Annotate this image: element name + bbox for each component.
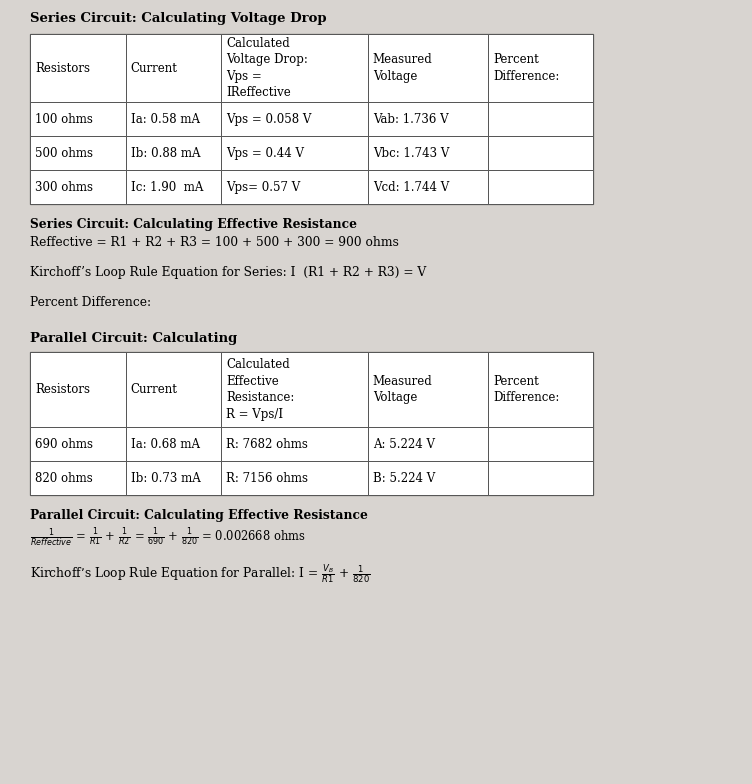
- Text: Percent
Difference:: Percent Difference:: [493, 375, 559, 405]
- Bar: [126, 34, 221, 102]
- Text: Kirchoff’s Loop Rule Equation for Parallel: I = $\frac{V_B}{R1}$ + $\frac{1}{820: Kirchoff’s Loop Rule Equation for Parall…: [30, 563, 371, 586]
- Text: $\frac{1}{Reffective}$ = $\frac{1}{R1}$ + $\frac{1}{R2}$ = $\frac{1}{690}$ + $\f: $\frac{1}{Reffective}$ = $\frac{1}{R1}$ …: [30, 527, 305, 550]
- Text: Vps = 0.058 V: Vps = 0.058 V: [226, 112, 311, 125]
- Bar: [221, 34, 368, 102]
- Text: Ia: 0.68 mA: Ia: 0.68 mA: [131, 437, 199, 451]
- Text: Vcd: 1.744 V: Vcd: 1.744 V: [373, 180, 449, 194]
- Bar: [126, 102, 221, 136]
- Text: B: 5.224 V: B: 5.224 V: [373, 471, 435, 485]
- Text: Current: Current: [131, 61, 177, 74]
- Text: 690 ohms: 690 ohms: [35, 437, 93, 451]
- Bar: [30, 34, 593, 204]
- Bar: [126, 427, 221, 461]
- Text: Reffective = R1 + R2 + R3 = 100 + 500 + 300 = 900 ohms: Reffective = R1 + R2 + R3 = 100 + 500 + …: [30, 236, 399, 249]
- Bar: [221, 352, 368, 427]
- Bar: [488, 427, 593, 461]
- Bar: [30, 352, 126, 427]
- Bar: [126, 352, 221, 427]
- Bar: [30, 136, 126, 170]
- Text: Measured
Voltage: Measured Voltage: [373, 53, 432, 83]
- Bar: [30, 34, 126, 102]
- Text: Series Circuit: Calculating Voltage Drop: Series Circuit: Calculating Voltage Drop: [30, 12, 326, 25]
- Text: Resistors: Resistors: [35, 383, 90, 396]
- Bar: [126, 461, 221, 495]
- Text: Ib: 0.88 mA: Ib: 0.88 mA: [131, 147, 200, 159]
- Bar: [488, 102, 593, 136]
- Text: 500 ohms: 500 ohms: [35, 147, 93, 159]
- Bar: [488, 136, 593, 170]
- Text: Vab: 1.736 V: Vab: 1.736 V: [373, 112, 448, 125]
- Bar: [368, 136, 488, 170]
- Text: Ia: 0.58 mA: Ia: 0.58 mA: [131, 112, 199, 125]
- Bar: [30, 102, 126, 136]
- Text: Measured
Voltage: Measured Voltage: [373, 375, 432, 405]
- Text: Ic: 1.90  mA: Ic: 1.90 mA: [131, 180, 203, 194]
- Text: 820 ohms: 820 ohms: [35, 471, 92, 485]
- Text: Parallel Circuit: Calculating Effective Resistance: Parallel Circuit: Calculating Effective …: [30, 509, 368, 522]
- Bar: [368, 170, 488, 204]
- Text: A: 5.224 V: A: 5.224 V: [373, 437, 435, 451]
- Bar: [368, 352, 488, 427]
- Bar: [126, 136, 221, 170]
- Text: Resistors: Resistors: [35, 61, 90, 74]
- Text: Parallel Circuit: Calculating: Parallel Circuit: Calculating: [30, 332, 237, 345]
- Bar: [221, 170, 368, 204]
- Bar: [488, 170, 593, 204]
- Text: Current: Current: [131, 383, 177, 396]
- Bar: [488, 352, 593, 427]
- Text: Vps= 0.57 V: Vps= 0.57 V: [226, 180, 300, 194]
- Text: Series Circuit: Calculating Effective Resistance: Series Circuit: Calculating Effective Re…: [30, 218, 357, 231]
- Bar: [368, 34, 488, 102]
- Text: Vbc: 1.743 V: Vbc: 1.743 V: [373, 147, 449, 159]
- Bar: [30, 352, 593, 495]
- Bar: [221, 136, 368, 170]
- Text: Kirchoff’s Loop Rule Equation for Series: I  (R1 + R2 + R3) = V: Kirchoff’s Loop Rule Equation for Series…: [30, 266, 426, 279]
- Text: Percent
Difference:: Percent Difference:: [493, 53, 559, 83]
- Text: R: 7682 ohms: R: 7682 ohms: [226, 437, 308, 451]
- Text: 300 ohms: 300 ohms: [35, 180, 93, 194]
- Text: Vps = 0.44 V: Vps = 0.44 V: [226, 147, 304, 159]
- Bar: [368, 461, 488, 495]
- Bar: [368, 102, 488, 136]
- Bar: [488, 461, 593, 495]
- Bar: [368, 427, 488, 461]
- Text: Calculated
Voltage Drop:
Vps =
IReffective: Calculated Voltage Drop: Vps = IReffecti…: [226, 37, 308, 100]
- Bar: [30, 170, 126, 204]
- Text: Percent Difference:: Percent Difference:: [30, 296, 151, 309]
- Text: Calculated
Effective
Resistance:
R = Vps/I: Calculated Effective Resistance: R = Vps…: [226, 358, 294, 421]
- Bar: [30, 427, 126, 461]
- Text: R: 7156 ohms: R: 7156 ohms: [226, 471, 308, 485]
- Bar: [126, 170, 221, 204]
- Bar: [221, 427, 368, 461]
- Text: 100 ohms: 100 ohms: [35, 112, 93, 125]
- Text: Ib: 0.73 mA: Ib: 0.73 mA: [131, 471, 200, 485]
- Bar: [30, 461, 126, 495]
- Bar: [488, 34, 593, 102]
- Bar: [221, 461, 368, 495]
- Bar: [221, 102, 368, 136]
